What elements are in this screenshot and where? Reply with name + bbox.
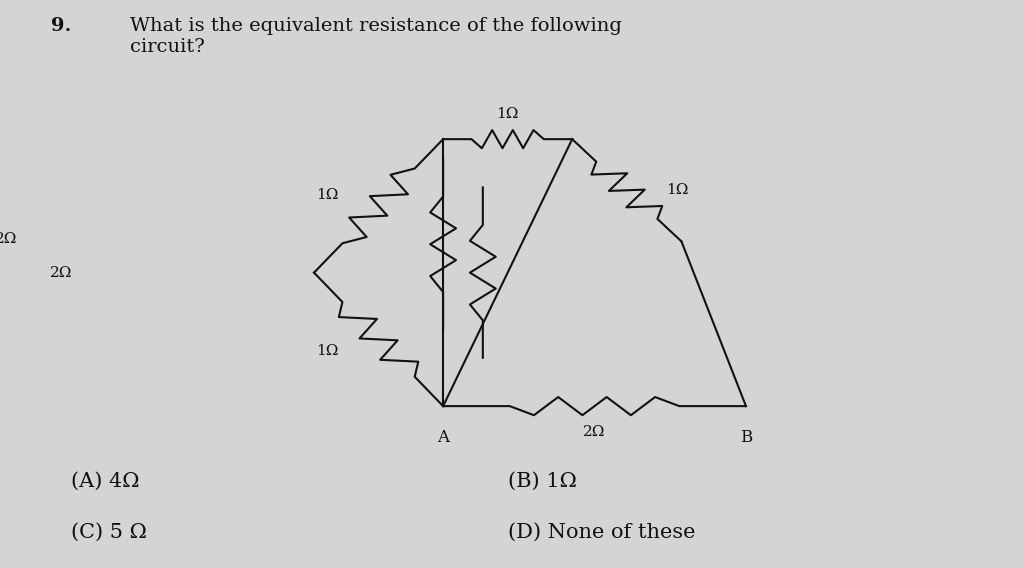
Text: 9.: 9. <box>51 17 72 35</box>
Text: 1Ω: 1Ω <box>667 183 689 197</box>
Text: 1Ω: 1Ω <box>316 344 339 358</box>
Text: (C) 5 Ω: (C) 5 Ω <box>71 523 146 541</box>
Text: 2Ω: 2Ω <box>49 266 72 279</box>
Text: 1Ω: 1Ω <box>497 107 519 120</box>
Text: 1Ω: 1Ω <box>316 187 339 202</box>
Text: (D) None of these: (D) None of these <box>508 523 695 541</box>
Text: B: B <box>740 429 752 446</box>
Text: A: A <box>437 429 450 446</box>
Text: 2Ω: 2Ω <box>584 425 606 438</box>
Text: (B) 1Ω: (B) 1Ω <box>508 471 577 490</box>
Text: What is the equivalent resistance of the following
circuit?: What is the equivalent resistance of the… <box>130 17 623 56</box>
Text: (A) 4Ω: (A) 4Ω <box>71 471 139 490</box>
Text: 2Ω: 2Ω <box>0 232 17 245</box>
